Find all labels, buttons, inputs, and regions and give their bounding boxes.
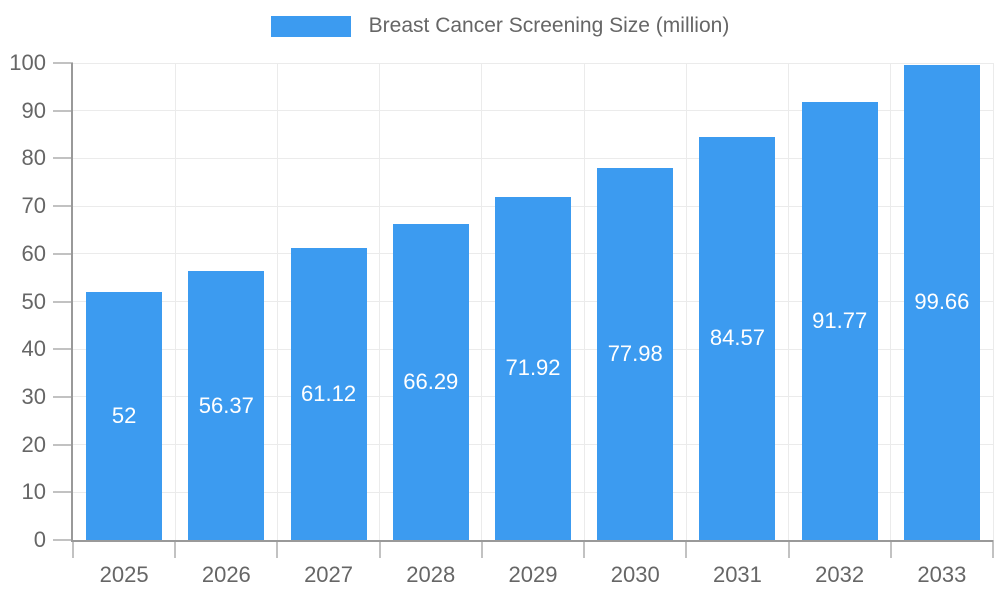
x-axis-tick xyxy=(378,540,381,558)
legend-item[interactable]: Breast Cancer Screening Size (million) xyxy=(270,14,730,38)
x-axis-label-2033: 2033 xyxy=(917,562,967,587)
bar-2027[interactable] xyxy=(290,248,367,540)
x-axis-tick xyxy=(889,540,892,558)
x-axis-line xyxy=(71,540,993,542)
y-axis-tick xyxy=(53,205,73,208)
x-gridline xyxy=(481,63,483,540)
x-gridline xyxy=(379,63,381,540)
x-axis-tick xyxy=(72,540,74,558)
x-axis-label-2026: 2026 xyxy=(201,562,251,587)
y-gridline xyxy=(73,157,993,159)
bar-value-label: 61.12 xyxy=(301,381,357,407)
chart-legend: Breast Cancer Screening Size (million) xyxy=(0,14,1000,38)
x-axis-label-2029: 2029 xyxy=(508,562,558,587)
y-axis-tick xyxy=(53,539,73,541)
y-axis-tick xyxy=(53,395,73,398)
y-axis-label: 90 xyxy=(21,97,46,123)
bar-2030[interactable] xyxy=(597,168,674,540)
y-axis-label: 60 xyxy=(21,240,46,266)
y-axis-tick xyxy=(53,300,73,303)
x-axis-tick xyxy=(787,540,790,558)
y-gridline xyxy=(73,62,993,64)
x-gridline xyxy=(174,63,176,540)
y-axis-label: 30 xyxy=(21,383,46,409)
y-axis-label: 40 xyxy=(21,336,46,362)
x-axis-tick xyxy=(685,540,688,558)
bar-2033[interactable] xyxy=(903,64,980,540)
y-axis-label: 20 xyxy=(21,431,46,457)
x-axis-label-2025: 2025 xyxy=(99,562,149,587)
bar-2028[interactable] xyxy=(392,223,469,540)
x-axis-tick xyxy=(276,540,279,558)
x-axis-label-2028: 2028 xyxy=(406,562,456,587)
bar-2025[interactable] xyxy=(86,291,163,540)
x-gridline xyxy=(890,63,892,540)
y-axis-tick xyxy=(53,252,73,255)
x-axis-tick xyxy=(583,540,586,558)
y-axis-label: 0 xyxy=(33,527,46,552)
x-axis-label-2030: 2030 xyxy=(610,562,660,587)
x-axis-label-2031: 2031 xyxy=(712,562,762,587)
x-gridline xyxy=(583,63,585,540)
y-axis-tick xyxy=(53,348,73,351)
x-axis-label-2032: 2032 xyxy=(815,562,865,587)
y-axis-tick xyxy=(53,109,73,112)
y-axis-label: 70 xyxy=(21,193,46,219)
y-axis-tick xyxy=(53,443,73,446)
x-gridline xyxy=(992,63,994,540)
y-axis-label: 100 xyxy=(9,50,46,75)
bar-2026[interactable] xyxy=(188,271,265,540)
bar-value-label: 66.29 xyxy=(403,368,459,394)
y-axis-label: 10 xyxy=(21,479,46,505)
y-gridline xyxy=(73,110,993,112)
bar-value-label: 56.37 xyxy=(198,392,254,418)
bar-2031[interactable] xyxy=(699,136,776,540)
bar-value-label: 52 xyxy=(111,402,137,428)
y-axis-line xyxy=(71,63,73,540)
bar-value-label: 99.66 xyxy=(914,289,970,315)
bar-value-label: 91.77 xyxy=(812,308,868,334)
bar-2032[interactable] xyxy=(801,102,878,540)
bar-2029[interactable] xyxy=(495,196,571,540)
y-axis-label: 80 xyxy=(21,145,46,171)
x-axis-tick xyxy=(992,540,994,558)
x-gridline xyxy=(276,63,278,540)
y-axis-tick xyxy=(53,157,73,160)
y-axis-tick xyxy=(53,62,73,64)
x-gridline xyxy=(685,63,687,540)
bar-value-label: 84.57 xyxy=(709,325,765,351)
legend-swatch-icon xyxy=(270,15,351,37)
x-gridline xyxy=(788,63,790,540)
bar-value-label: 77.98 xyxy=(607,341,663,367)
y-axis-label: 50 xyxy=(21,288,46,314)
bar-value-label: 71.92 xyxy=(505,355,561,381)
y-axis-tick xyxy=(53,491,73,494)
legend-label: Breast Cancer Screening Size (million) xyxy=(368,14,730,37)
x-axis-tick xyxy=(480,540,483,558)
x-axis-tick xyxy=(174,540,177,558)
x-axis-label-2027: 2027 xyxy=(304,562,354,587)
